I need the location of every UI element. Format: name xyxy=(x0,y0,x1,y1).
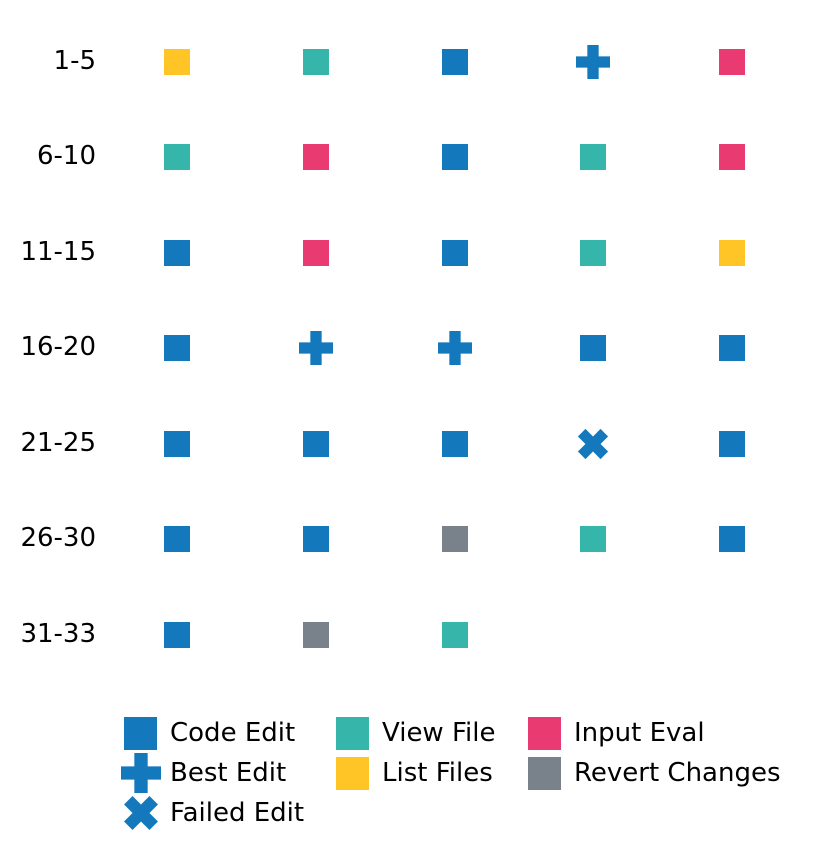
marker-list-files xyxy=(164,49,190,75)
marker-failed-edit xyxy=(577,428,609,460)
marker-code-edit xyxy=(442,431,468,457)
legend-item-input-eval: Input Eval xyxy=(528,711,705,755)
legend-plus-icon-best-edit xyxy=(120,753,161,793)
legend-square-icon-code-edit xyxy=(124,716,157,750)
legend-item-failed-edit: Failed Edit xyxy=(123,791,305,835)
marker-input-eval xyxy=(303,144,329,170)
legend-square-icon-view-file xyxy=(336,716,369,750)
marker-input-eval xyxy=(303,240,329,266)
row-label-31-33: 31-33 xyxy=(20,618,96,649)
legend-marker-cell xyxy=(120,751,161,795)
marker-code-edit xyxy=(164,240,190,266)
legend-marker-cell xyxy=(528,751,561,795)
row-label-1-5: 1-5 xyxy=(53,45,96,76)
marker-list-files xyxy=(719,240,745,266)
legend-label-input-eval: Input Eval xyxy=(574,718,705,748)
row-label-6-10: 6-10 xyxy=(36,140,96,171)
legend-marker-cell xyxy=(124,711,157,755)
legend-item-list-files: List Files xyxy=(336,751,493,795)
marker-view-file xyxy=(580,526,606,552)
marker-view-file xyxy=(442,622,468,648)
legend-item-best-edit: Best Edit xyxy=(120,751,287,795)
row-label-21-25: 21-25 xyxy=(20,427,96,458)
legend-square-icon-revert-changes xyxy=(528,756,561,790)
marker-code-edit xyxy=(164,622,190,648)
marker-code-edit xyxy=(719,431,745,457)
marker-view-file xyxy=(164,144,190,170)
marker-code-edit xyxy=(580,335,606,361)
marker-view-file xyxy=(580,144,606,170)
marker-revert-changes xyxy=(442,526,468,552)
legend-square-icon-input-eval xyxy=(528,716,561,750)
marker-code-edit xyxy=(164,431,190,457)
marker-input-eval xyxy=(719,144,745,170)
legend-label-code-edit: Code Edit xyxy=(170,718,296,748)
legend-marker-cell xyxy=(336,711,369,755)
marker-code-edit xyxy=(303,431,329,457)
marker-revert-changes xyxy=(303,622,329,648)
marker-code-edit xyxy=(719,335,745,361)
legend-item-revert-changes: Revert Changes xyxy=(528,751,781,795)
row-label-26-30: 26-30 xyxy=(20,522,96,553)
marker-best-edit xyxy=(299,331,333,365)
marker-view-file xyxy=(580,240,606,266)
legend-label-view-file: View File xyxy=(382,718,496,748)
row-label-11-15: 11-15 xyxy=(20,236,96,267)
marker-best-edit xyxy=(438,331,472,365)
legend-marker-cell xyxy=(123,791,158,835)
legend-label-list-files: List Files xyxy=(382,758,493,788)
legend-marker-cell xyxy=(528,711,561,755)
legend-label-failed-edit: Failed Edit xyxy=(170,798,305,828)
legend-square-icon-list-files xyxy=(336,756,369,790)
marker-code-edit xyxy=(719,526,745,552)
legend-label-revert-changes: Revert Changes xyxy=(574,758,781,788)
marker-code-edit xyxy=(164,335,190,361)
marker-code-edit xyxy=(442,240,468,266)
marker-view-file xyxy=(303,49,329,75)
legend-item-code-edit: Code Edit xyxy=(124,711,295,755)
legend-label-best-edit: Best Edit xyxy=(170,758,287,788)
marker-code-edit xyxy=(442,49,468,75)
legend-item-view-file: View File xyxy=(336,711,495,755)
legend-marker-cell xyxy=(336,751,369,795)
marker-input-eval xyxy=(719,49,745,75)
marker-code-edit xyxy=(303,526,329,552)
legend-x-icon-failed-edit xyxy=(123,796,158,830)
row-label-16-20: 16-20 xyxy=(20,331,96,362)
marker-code-edit xyxy=(442,144,468,170)
marker-code-edit xyxy=(164,526,190,552)
marker-best-edit xyxy=(576,45,610,79)
